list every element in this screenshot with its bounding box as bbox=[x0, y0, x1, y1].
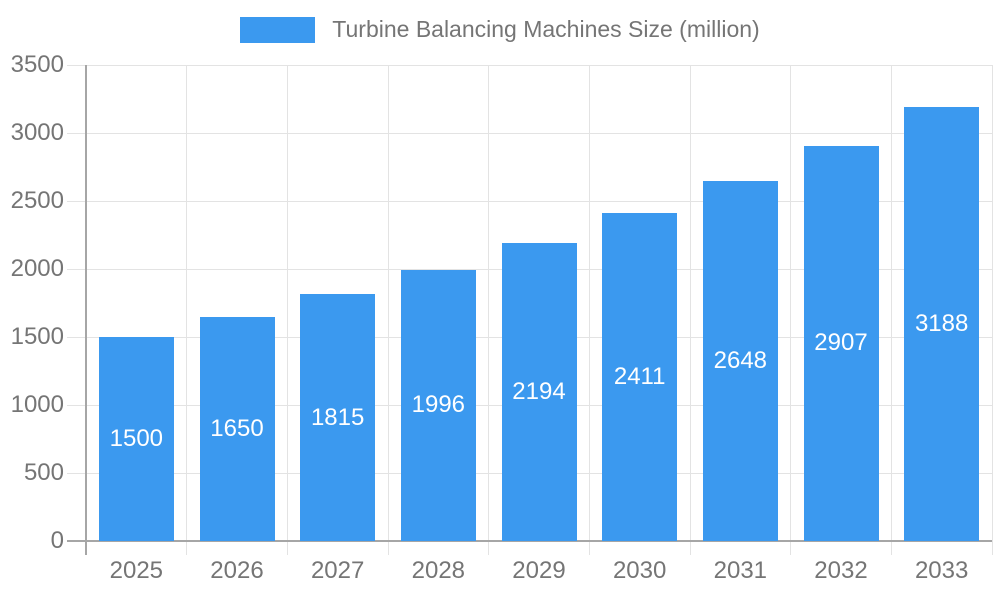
gridline-vertical bbox=[588, 65, 590, 555]
x-axis-tick-label: 2026 bbox=[210, 557, 264, 584]
gridline-vertical bbox=[286, 65, 288, 555]
y-axis-tick-label: 3000 bbox=[10, 119, 64, 146]
bar: 1500 bbox=[98, 337, 174, 541]
bar: 1996 bbox=[400, 269, 476, 541]
gridline-horizontal bbox=[67, 200, 992, 202]
gridline-vertical bbox=[488, 65, 490, 555]
bar: 2907 bbox=[803, 145, 879, 541]
bar-value-label: 3188 bbox=[914, 310, 969, 338]
y-axis-tick-label: 1000 bbox=[10, 391, 64, 418]
x-axis-tick-label: 2030 bbox=[612, 557, 667, 584]
gridline-vertical bbox=[991, 65, 993, 555]
y-axis-line bbox=[85, 65, 87, 555]
gridline-horizontal bbox=[67, 64, 992, 66]
bar-value-label: 1996 bbox=[411, 391, 466, 419]
y-axis-tick-label: 500 bbox=[23, 459, 64, 486]
bar-value-label: 1815 bbox=[310, 403, 365, 431]
bar-value-label: 1650 bbox=[210, 414, 264, 442]
y-axis-tick-label: 2500 bbox=[10, 187, 64, 214]
bar-value-label: 1500 bbox=[109, 425, 164, 452]
legend-label: Turbine Balancing Machines Size (million… bbox=[332, 16, 760, 42]
gridline-vertical bbox=[689, 65, 691, 555]
bar: 1650 bbox=[199, 316, 275, 541]
y-axis-tick-label: 0 bbox=[50, 527, 64, 554]
bar-value-label: 2648 bbox=[713, 346, 768, 374]
bar: 3188 bbox=[904, 107, 980, 541]
bar-value-label: 2907 bbox=[814, 329, 868, 357]
x-axis-tick-label: 2028 bbox=[411, 557, 466, 584]
x-axis-tick-label: 2025 bbox=[109, 557, 164, 584]
x-axis-tick-label: 2029 bbox=[512, 557, 566, 584]
gridline-vertical bbox=[387, 65, 389, 555]
legend-swatch bbox=[240, 16, 316, 43]
gridline-vertical bbox=[890, 65, 892, 555]
y-axis-tick-label: 1500 bbox=[10, 323, 64, 350]
y-axis-tick-label: 2000 bbox=[10, 255, 64, 282]
gridline-vertical bbox=[186, 65, 188, 555]
y-axis-tick-label: 3500 bbox=[10, 51, 64, 78]
bar-value-label: 2411 bbox=[613, 363, 666, 391]
legend: Turbine Balancing Machines Size (million… bbox=[0, 16, 1000, 43]
x-axis-tick-label: 2031 bbox=[713, 557, 768, 584]
bar: 1815 bbox=[300, 294, 376, 541]
bar-value-label: 2194 bbox=[512, 377, 566, 405]
gridline-horizontal bbox=[67, 132, 992, 134]
x-axis-tick-label: 2032 bbox=[814, 557, 868, 584]
x-axis-line bbox=[67, 540, 992, 542]
gridline-vertical bbox=[790, 65, 792, 555]
bar: 2411 bbox=[602, 213, 678, 541]
x-axis-tick-label: 2027 bbox=[310, 557, 365, 584]
x-axis-tick-label: 2033 bbox=[914, 557, 969, 584]
plot-area: 0 500 1000 1500 2000 2500 3000 3500 1500 2025 1650… bbox=[11, 53, 993, 583]
bar: 2194 bbox=[501, 242, 577, 541]
bar: 2648 bbox=[702, 180, 778, 541]
